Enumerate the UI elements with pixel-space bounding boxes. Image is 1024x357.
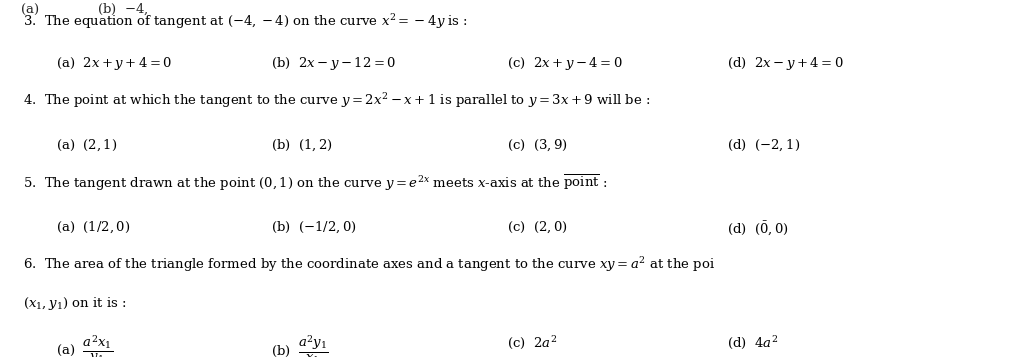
Text: (b)  $\dfrac{a^2y_1}{x_1}$: (b) $\dfrac{a^2y_1}{x_1}$ <box>271 334 329 357</box>
Text: (a)              (b)  $-4,$: (a) (b) $-4,$ <box>20 2 150 17</box>
Text: (c)  $(2,0)$: (c) $(2,0)$ <box>507 220 568 235</box>
Text: (a)  $\dfrac{a^2x_1}{y_1}$: (a) $\dfrac{a^2x_1}{y_1}$ <box>56 334 114 357</box>
Text: (d)  $2x-y+4=0$: (d) $2x-y+4=0$ <box>727 55 844 72</box>
Text: 5.  The tangent drawn at the point $(0,1)$ on the curve $y=e^{2x}$ meets $x$-axi: 5. The tangent drawn at the point $(0,1)… <box>23 173 607 193</box>
Text: (a)  $(2,1)$: (a) $(2,1)$ <box>56 137 118 153</box>
Text: (a)  $(1/2,0)$: (a) $(1/2,0)$ <box>56 220 131 235</box>
Text: (d)  $4a^2$: (d) $4a^2$ <box>727 334 778 351</box>
Text: (d)  $(\bar{0},0)$: (d) $(\bar{0},0)$ <box>727 220 790 237</box>
Text: 4.  The point at which the tangent to the curve $y=2x^2-x+1$ is parallel to $y=3: 4. The point at which the tangent to the… <box>23 91 650 110</box>
Text: 3.  The equation of tangent at $(-4,-4)$ on the curve $x^2=-4y$ is :: 3. The equation of tangent at $(-4,-4)$ … <box>23 12 468 31</box>
Text: (c)  $2a^2$: (c) $2a^2$ <box>507 334 557 351</box>
Text: (a)  $2x+y+4=0$: (a) $2x+y+4=0$ <box>56 55 173 72</box>
Text: (c)  $2x+y-4=0$: (c) $2x+y-4=0$ <box>507 55 623 72</box>
Text: (b)  $2x-y-12=0$: (b) $2x-y-12=0$ <box>271 55 396 72</box>
Text: $(x_1,y_1)$ on it is :: $(x_1,y_1)$ on it is : <box>23 295 126 312</box>
Text: 6.  The area of the triangle formed by the coordinate axes and a tangent to the : 6. The area of the triangle formed by th… <box>23 255 715 274</box>
Text: (d)  $(-2,1)$: (d) $(-2,1)$ <box>727 137 801 153</box>
Text: (c)  $(3,9)$: (c) $(3,9)$ <box>507 137 568 153</box>
Text: (b)  $(1,2)$: (b) $(1,2)$ <box>271 137 334 153</box>
Text: (b)  $(-1/2,0)$: (b) $(-1/2,0)$ <box>271 220 357 235</box>
